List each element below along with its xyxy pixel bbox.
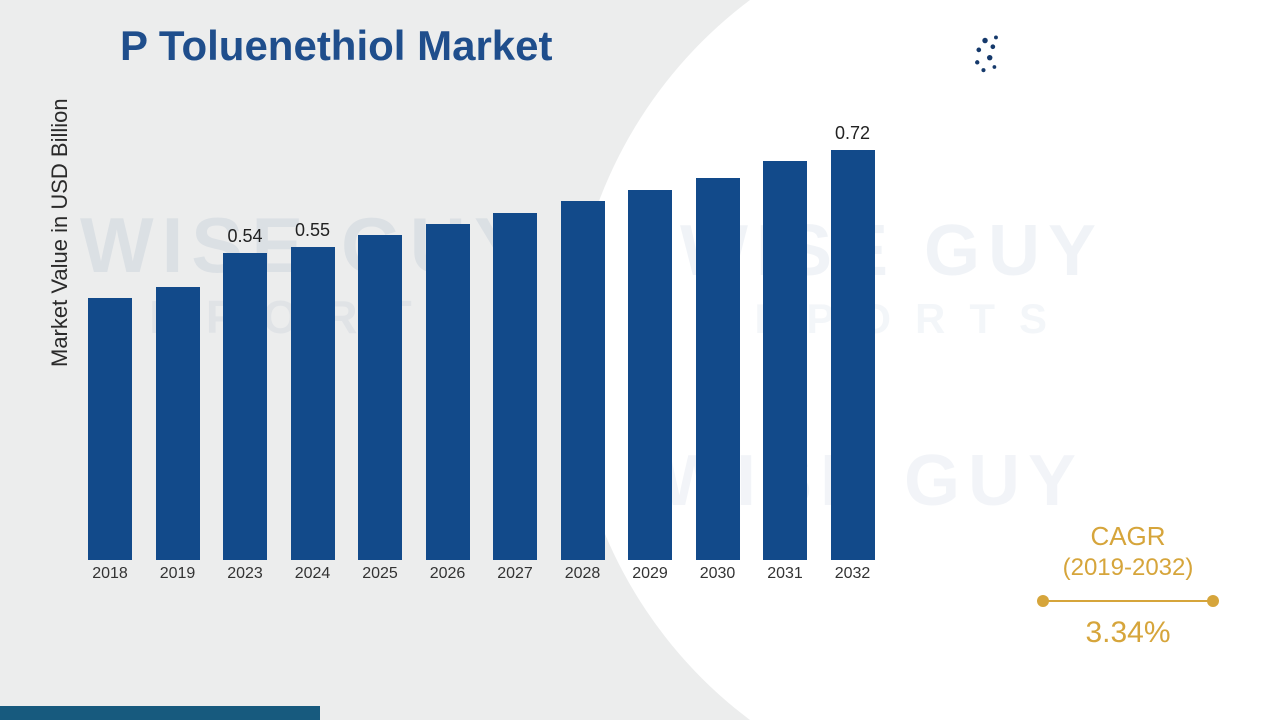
bar-2024 [291, 247, 335, 560]
bar-value-2024: 0.55 [295, 220, 330, 241]
x-category-2027: 2027 [497, 565, 533, 583]
bar-chart: 0.540.550.72 201820192023202420252026202… [88, 150, 898, 590]
x-category-2029: 2029 [632, 565, 668, 583]
bar-2029 [628, 190, 672, 560]
bar-2018 [88, 298, 132, 560]
chart-title: P Toluenethiol Market [120, 22, 553, 70]
bar-value-2032: 0.72 [835, 123, 870, 144]
x-category-2024: 2024 [295, 565, 331, 583]
bar-2031 [763, 161, 807, 560]
x-category-2019: 2019 [160, 565, 196, 583]
x-category-2026: 2026 [430, 565, 466, 583]
plot-area: 0.540.550.72 [88, 150, 898, 560]
bar-2030 [696, 178, 740, 560]
cagr-years: (2019-2032) [1018, 554, 1238, 582]
brand-line1: WISE GUY [1060, 20, 1258, 54]
bar-2019 [156, 287, 200, 560]
x-category-2018: 2018 [92, 565, 128, 583]
cagr-value: 3.34% [1018, 616, 1238, 650]
brand-line2: REPORTS [1060, 56, 1258, 74]
brand-head-icon [932, 14, 1010, 92]
cagr-divider [1043, 600, 1213, 602]
bar-2026 [426, 224, 470, 560]
x-category-2032: 2032 [835, 565, 871, 583]
x-category-2031: 2031 [767, 565, 803, 583]
brand-logo: WISE GUY REPORTS [1060, 20, 1258, 74]
x-category-2028: 2028 [565, 565, 601, 583]
bar-2032 [831, 150, 875, 560]
cagr-block: CAGR (2019-2032) 3.34% [1018, 521, 1238, 650]
bar-2027 [493, 213, 537, 560]
cagr-label: CAGR [1018, 521, 1238, 552]
bar-2025 [358, 235, 402, 560]
infographic-stage: WISE GUY REPORTS WISE GUY REPORTS WISE G… [0, 0, 1280, 720]
bar-value-2023: 0.54 [227, 226, 262, 247]
footer-accent-bar [0, 706, 320, 720]
bar-2028 [561, 201, 605, 560]
bar-2023 [223, 253, 267, 561]
x-category-2030: 2030 [700, 565, 736, 583]
x-category-2025: 2025 [362, 565, 398, 583]
x-category-2023: 2023 [227, 565, 263, 583]
y-axis-label: Market Value in USD Billion [47, 98, 73, 367]
